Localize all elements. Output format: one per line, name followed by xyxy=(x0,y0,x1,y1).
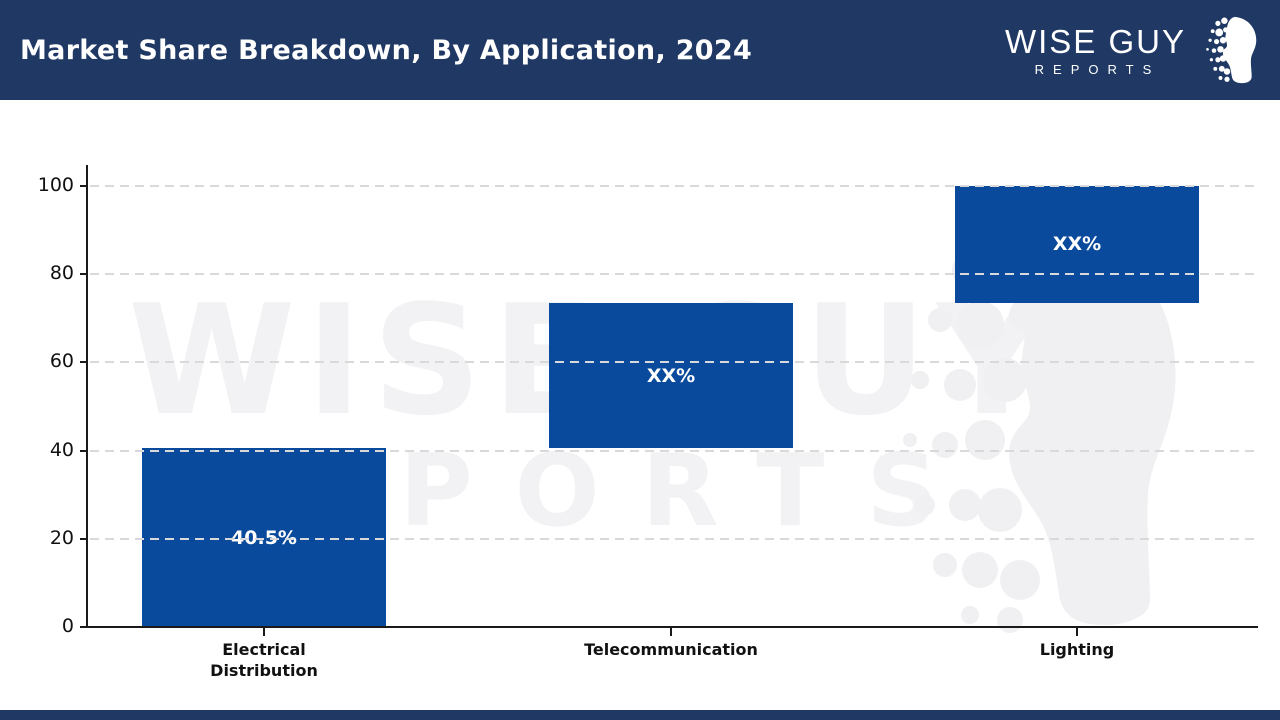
y-tick-100 xyxy=(80,185,88,187)
bar-electrical-distribution: 40.5% xyxy=(142,448,386,627)
x-axis-line xyxy=(86,626,1258,628)
brand-subname: REPORTS xyxy=(1034,61,1161,77)
y-tick-60 xyxy=(80,361,88,364)
brand-name: WISE GUY xyxy=(1004,22,1186,60)
y-tick-label-0: 0 xyxy=(61,615,74,637)
bar-value-label: XX% xyxy=(646,364,696,387)
x-tick-label-1: Telecommunication xyxy=(584,640,758,659)
brand-logo: WISE GUY REPORTS xyxy=(1005,7,1280,93)
bar-telecommunication: XX% xyxy=(549,302,793,449)
y-tick-label-80: 80 xyxy=(49,262,74,285)
y-tick-label-60: 60 xyxy=(49,350,74,373)
gridline-40 xyxy=(90,449,1258,452)
x-tick-0 xyxy=(263,628,265,636)
x-tick-label-2: Lighting xyxy=(1039,640,1115,659)
bar-lighting: XX% xyxy=(955,186,1199,303)
header-bar: Market Share Breakdown, By Application, … xyxy=(0,0,1280,100)
y-tick-0 xyxy=(80,626,88,628)
y-tick-40 xyxy=(80,449,88,452)
y-axis-line xyxy=(86,165,88,628)
y-tick-label-40: 40 xyxy=(49,438,74,461)
chart-title: Market Share Breakdown, By Application, … xyxy=(20,34,753,66)
x-tick-2 xyxy=(1076,628,1078,636)
gridline-80 xyxy=(90,273,1258,276)
wiseguy-head-icon xyxy=(1206,16,1257,84)
x-tick-1 xyxy=(670,628,672,636)
footer-bar xyxy=(0,710,1280,720)
y-tick-20 xyxy=(80,537,88,540)
y-tick-label-20: 20 xyxy=(49,526,74,549)
y-tick-80 xyxy=(80,273,88,276)
gridline-20 xyxy=(90,537,1258,540)
gridline-60 xyxy=(90,361,1258,364)
bar-value-label: 40.5% xyxy=(231,526,297,549)
brand-logo-text: WISE GUY REPORTS xyxy=(1005,25,1186,76)
x-tick-label-0: Electrical Distribution xyxy=(210,640,318,680)
y-tick-label-100: 100 xyxy=(37,174,74,196)
gridline-100 xyxy=(90,185,1258,187)
bar-value-label: XX% xyxy=(1052,233,1102,256)
